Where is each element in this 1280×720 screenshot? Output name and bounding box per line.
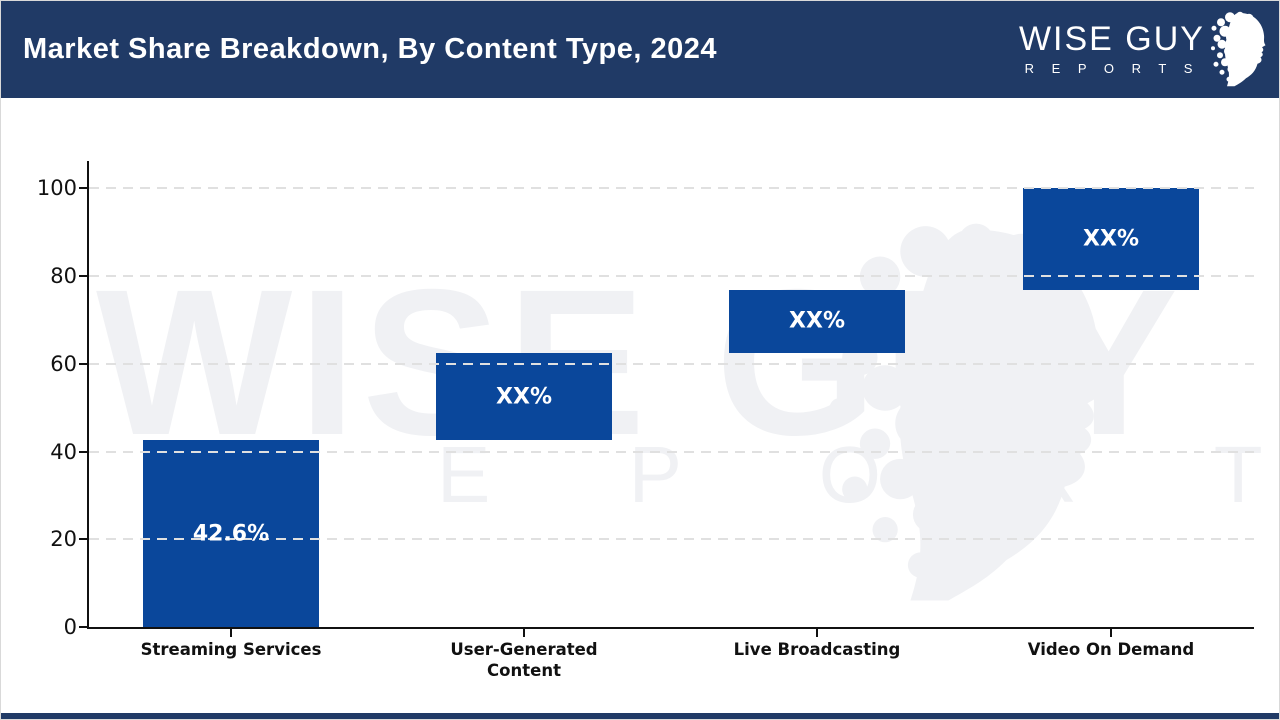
header-bar: Market Share Breakdown, By Content Type,… <box>1 1 1279 98</box>
y-gridline <box>89 362 1254 365</box>
y-tick-mark <box>79 626 87 628</box>
bar <box>143 440 319 627</box>
x-tick-mark <box>1110 629 1112 637</box>
y-tick-mark <box>79 362 87 365</box>
bar-value-label: XX% <box>496 384 552 410</box>
x-tick-label: User-Generated Content <box>450 640 598 680</box>
wiseguy-face-icon <box>1211 11 1266 87</box>
x-tick-label: Streaming Services <box>140 640 322 659</box>
y-tick-label: 80 <box>50 264 77 289</box>
y-tick-mark <box>79 275 87 278</box>
y-axis-line <box>87 161 89 629</box>
wiseguy-logo: WISE GUY R E P O R T S <box>1019 9 1267 87</box>
y-tick-mark <box>79 450 87 453</box>
bar-value-label: XX% <box>1083 226 1139 252</box>
x-tick-mark <box>523 629 525 637</box>
y-tick-mark <box>79 187 87 190</box>
footer-bar <box>1 713 1279 719</box>
logo-wordmark: WISE GUY <box>1018 20 1205 58</box>
y-tick-label: 100 <box>36 176 77 201</box>
bar-value-label: XX% <box>789 308 845 334</box>
x-tick-mark <box>230 629 232 637</box>
bar-value-label: 42.6% <box>192 521 270 547</box>
x-tick-label: Live Broadcasting <box>733 640 901 659</box>
y-tick-mark <box>79 538 87 541</box>
page-title: Market Share Breakdown, By Content Type,… <box>23 33 718 65</box>
y-tick-label: 60 <box>50 351 77 376</box>
y-tick-label: 20 <box>50 527 77 552</box>
logo-text: WISE GUY R E P O R T S <box>1019 20 1205 76</box>
x-tick-label: Video On Demand <box>1027 640 1195 659</box>
x-tick-mark <box>816 629 818 637</box>
logo-subtitle: R E P O R T S <box>1024 61 1200 76</box>
y-tick-label: 0 <box>63 615 77 639</box>
y-tick-label: 40 <box>50 439 77 464</box>
x-axis-line <box>87 627 1254 629</box>
bar <box>436 353 612 441</box>
